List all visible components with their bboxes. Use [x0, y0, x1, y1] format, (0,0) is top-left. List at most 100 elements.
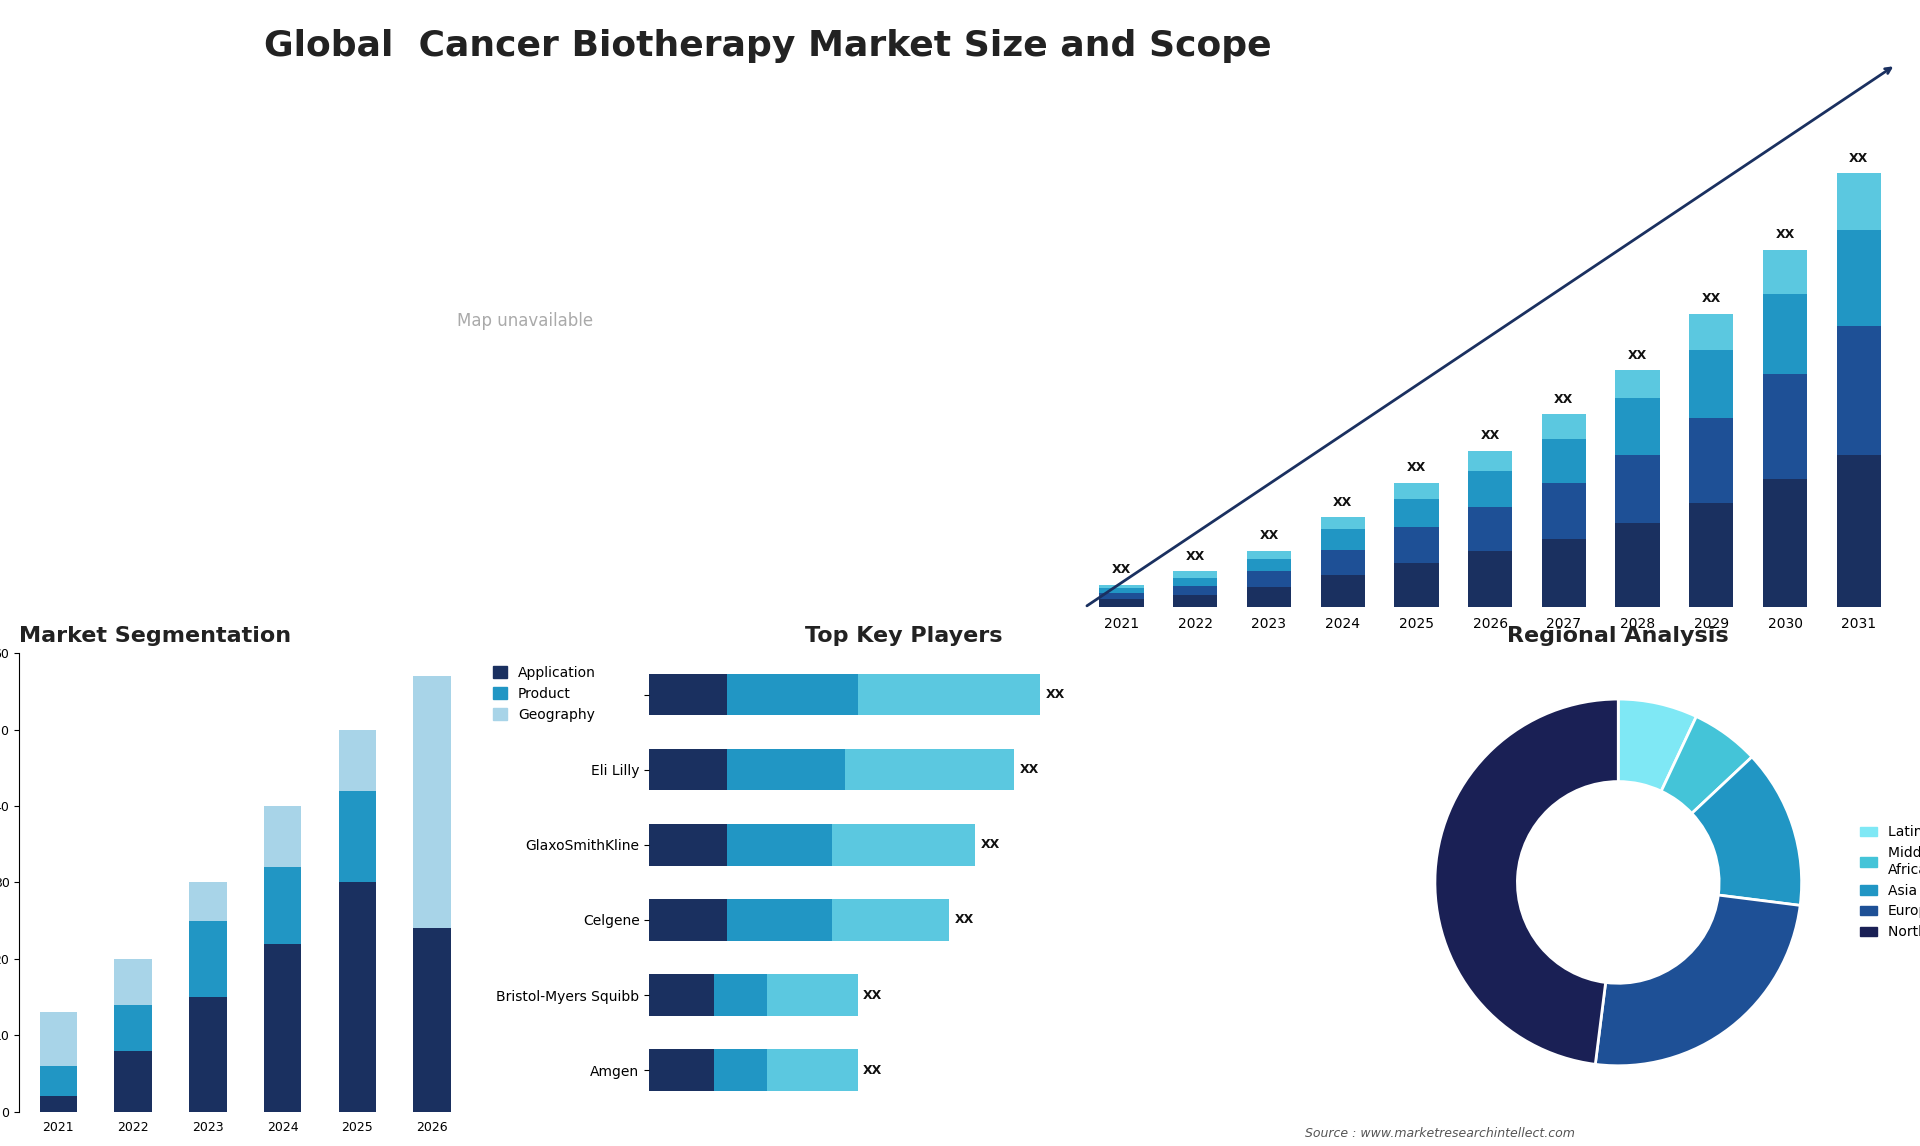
- Bar: [1837, 229, 1882, 325]
- Bar: [1469, 507, 1513, 551]
- Bar: [40, 1097, 77, 1112]
- Bar: [1321, 575, 1365, 607]
- Bar: [40, 1066, 77, 1097]
- Text: XX: XX: [954, 913, 973, 926]
- Text: XX: XX: [1020, 763, 1039, 776]
- Bar: [1615, 399, 1659, 455]
- Bar: [1837, 173, 1882, 229]
- Bar: [1615, 523, 1659, 607]
- Bar: [831, 900, 948, 941]
- Bar: [728, 824, 831, 865]
- Bar: [766, 1050, 858, 1091]
- Bar: [263, 806, 301, 868]
- Bar: [115, 1005, 152, 1051]
- Wedge shape: [1661, 716, 1751, 814]
- Bar: [413, 928, 451, 1112]
- Bar: [649, 749, 728, 791]
- Text: Source : www.marketresearchintellect.com: Source : www.marketresearchintellect.com: [1306, 1128, 1574, 1140]
- Bar: [1321, 549, 1365, 575]
- Bar: [845, 749, 1014, 791]
- Text: XX: XX: [981, 839, 1000, 851]
- Bar: [413, 676, 451, 928]
- Bar: [40, 1012, 77, 1066]
- Bar: [766, 974, 858, 1015]
- Bar: [1173, 578, 1217, 586]
- Bar: [1615, 370, 1659, 399]
- Bar: [1469, 551, 1513, 607]
- Title: Regional Analysis: Regional Analysis: [1507, 626, 1730, 646]
- Legend: Application, Product, Geography: Application, Product, Geography: [488, 660, 601, 728]
- Bar: [1469, 450, 1513, 471]
- Bar: [649, 674, 728, 715]
- Text: XX: XX: [1260, 529, 1279, 542]
- Wedge shape: [1692, 756, 1801, 905]
- Bar: [190, 882, 227, 920]
- Wedge shape: [1434, 699, 1619, 1065]
- Bar: [263, 868, 301, 943]
- Text: XX: XX: [1628, 348, 1647, 361]
- Title: Top Key Players: Top Key Players: [804, 626, 1002, 646]
- Text: XX: XX: [1555, 393, 1574, 406]
- Text: XX: XX: [864, 989, 883, 1002]
- Text: XX: XX: [1849, 151, 1868, 165]
- Text: XX: XX: [1112, 563, 1131, 576]
- Wedge shape: [1596, 895, 1801, 1066]
- Bar: [1542, 482, 1586, 539]
- Bar: [1394, 499, 1438, 527]
- Bar: [1763, 293, 1807, 375]
- Bar: [1100, 588, 1144, 592]
- Bar: [649, 1050, 714, 1091]
- Bar: [1246, 551, 1290, 559]
- Bar: [1837, 325, 1882, 455]
- Text: XX: XX: [1407, 461, 1427, 474]
- Bar: [338, 730, 376, 791]
- Bar: [1173, 586, 1217, 595]
- Bar: [1690, 314, 1734, 351]
- Bar: [1394, 563, 1438, 607]
- Bar: [728, 900, 831, 941]
- Bar: [338, 882, 376, 1112]
- Bar: [1763, 250, 1807, 293]
- Bar: [190, 920, 227, 997]
- Bar: [1173, 595, 1217, 607]
- Bar: [1173, 571, 1217, 578]
- Bar: [728, 674, 858, 715]
- Bar: [1690, 351, 1734, 418]
- Bar: [1542, 539, 1586, 607]
- Bar: [1763, 479, 1807, 607]
- Bar: [1690, 503, 1734, 607]
- Text: Market Segmentation: Market Segmentation: [19, 626, 292, 646]
- Bar: [831, 824, 975, 865]
- Bar: [858, 674, 1041, 715]
- Legend: Latin America, Middle East &
Africa, Asia Pacific, Europe, North America: Latin America, Middle East & Africa, Asi…: [1855, 819, 1920, 945]
- Bar: [1246, 559, 1290, 571]
- Text: XX: XX: [1332, 496, 1352, 509]
- Text: XX: XX: [864, 1063, 883, 1076]
- Bar: [728, 749, 845, 791]
- Bar: [649, 824, 728, 865]
- Bar: [1542, 439, 1586, 482]
- Bar: [714, 974, 766, 1015]
- Text: XX: XX: [1480, 429, 1500, 442]
- Text: Global  Cancer Biotherapy Market Size and Scope: Global Cancer Biotherapy Market Size and…: [265, 29, 1271, 63]
- Bar: [190, 997, 227, 1112]
- Bar: [1837, 455, 1882, 607]
- Bar: [1394, 482, 1438, 499]
- Bar: [649, 974, 714, 1015]
- Text: XX: XX: [1187, 550, 1206, 563]
- Bar: [1321, 517, 1365, 529]
- Bar: [1100, 592, 1144, 599]
- Bar: [1469, 471, 1513, 507]
- Bar: [115, 959, 152, 1005]
- Bar: [1615, 455, 1659, 523]
- Bar: [1394, 527, 1438, 563]
- Bar: [1246, 587, 1290, 607]
- Bar: [1321, 529, 1365, 549]
- Text: XX: XX: [1701, 292, 1720, 305]
- Bar: [1100, 599, 1144, 607]
- Bar: [263, 943, 301, 1112]
- Wedge shape: [1619, 699, 1697, 791]
- Bar: [338, 791, 376, 882]
- Bar: [1690, 418, 1734, 503]
- Text: Map unavailable: Map unavailable: [457, 312, 593, 330]
